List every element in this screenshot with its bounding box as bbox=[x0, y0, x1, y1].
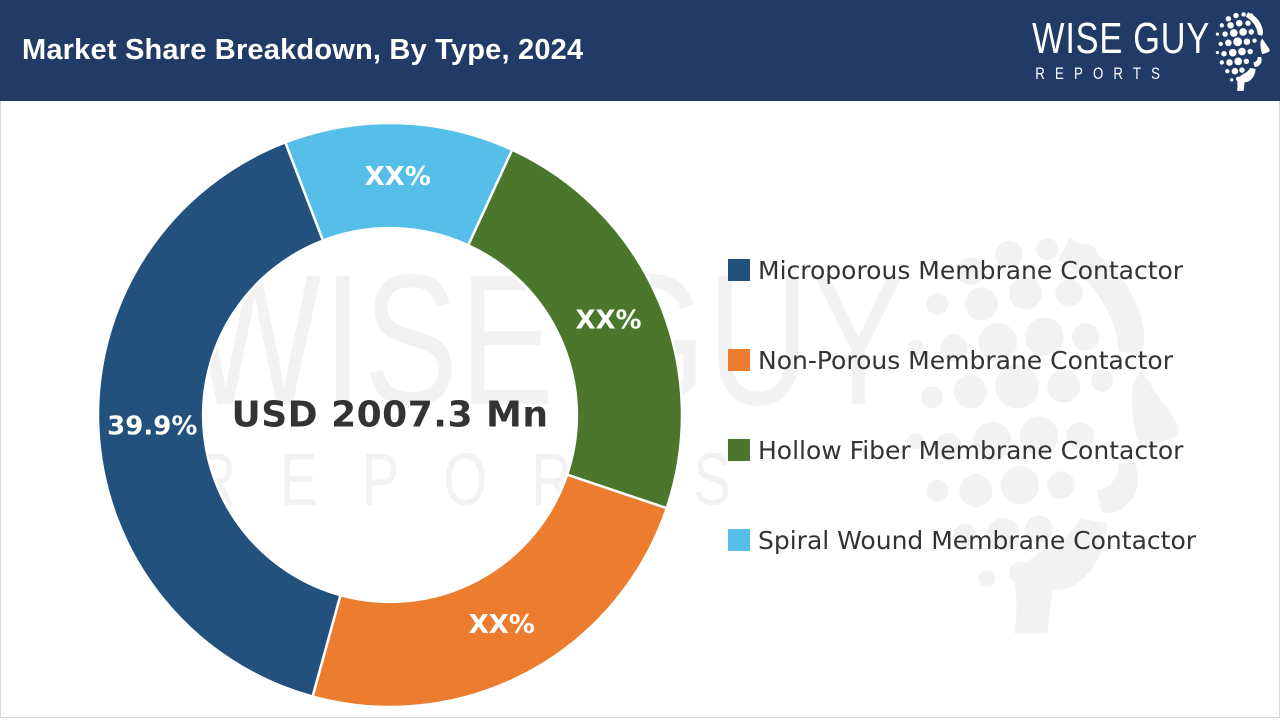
legend-label: Non-Porous Membrane Contactor bbox=[758, 345, 1173, 375]
donut-slice bbox=[466, 148, 684, 510]
logo-wordmark: WISE GUY bbox=[1032, 14, 1210, 63]
legend-item: Non-Porous Membrane Contactor bbox=[728, 346, 1196, 375]
logo-subtitle: REPORTS bbox=[1035, 64, 1171, 83]
legend-item: Microporous Membrane Contactor bbox=[728, 256, 1196, 285]
logo-text: WISE GUY REPORTS bbox=[1032, 17, 1210, 84]
slice-label: XX% bbox=[575, 306, 641, 336]
legend-swatch bbox=[728, 529, 750, 551]
wiseguy-logo: WISE GUY REPORTS bbox=[982, 10, 1272, 92]
legend-swatch bbox=[728, 439, 750, 461]
legend-swatch bbox=[728, 259, 750, 281]
donut-slice bbox=[283, 121, 514, 247]
legend: Microporous Membrane Contactor Non-Porou… bbox=[728, 256, 1196, 619]
legend-label: Microporous Membrane Contactor bbox=[758, 255, 1184, 285]
header: Market Share Breakdown, By Type, 2024 WI… bbox=[0, 0, 1280, 101]
legend-label: Hollow Fiber Membrane Contactor bbox=[758, 435, 1184, 465]
slice-label: XX% bbox=[365, 162, 431, 192]
slice-label: 39.9% bbox=[107, 412, 197, 442]
page-title: Market Share Breakdown, By Type, 2024 bbox=[22, 34, 584, 66]
legend-swatch bbox=[728, 349, 750, 371]
donut-slice bbox=[96, 140, 343, 699]
legend-label: Spiral Wound Membrane Contactor bbox=[758, 525, 1197, 555]
slice-label: XX% bbox=[469, 610, 535, 640]
legend-item: Hollow Fiber Membrane Contactor bbox=[728, 436, 1196, 465]
donut-center-value: USD 2007.3 Mn bbox=[231, 394, 549, 436]
legend-item: Spiral Wound Membrane Contactor bbox=[728, 526, 1196, 555]
donut-chart: 39.9% XX% XX% XX% bbox=[96, 121, 684, 709]
donut-slice bbox=[311, 473, 669, 709]
logo-face-icon bbox=[1215, 11, 1270, 91]
